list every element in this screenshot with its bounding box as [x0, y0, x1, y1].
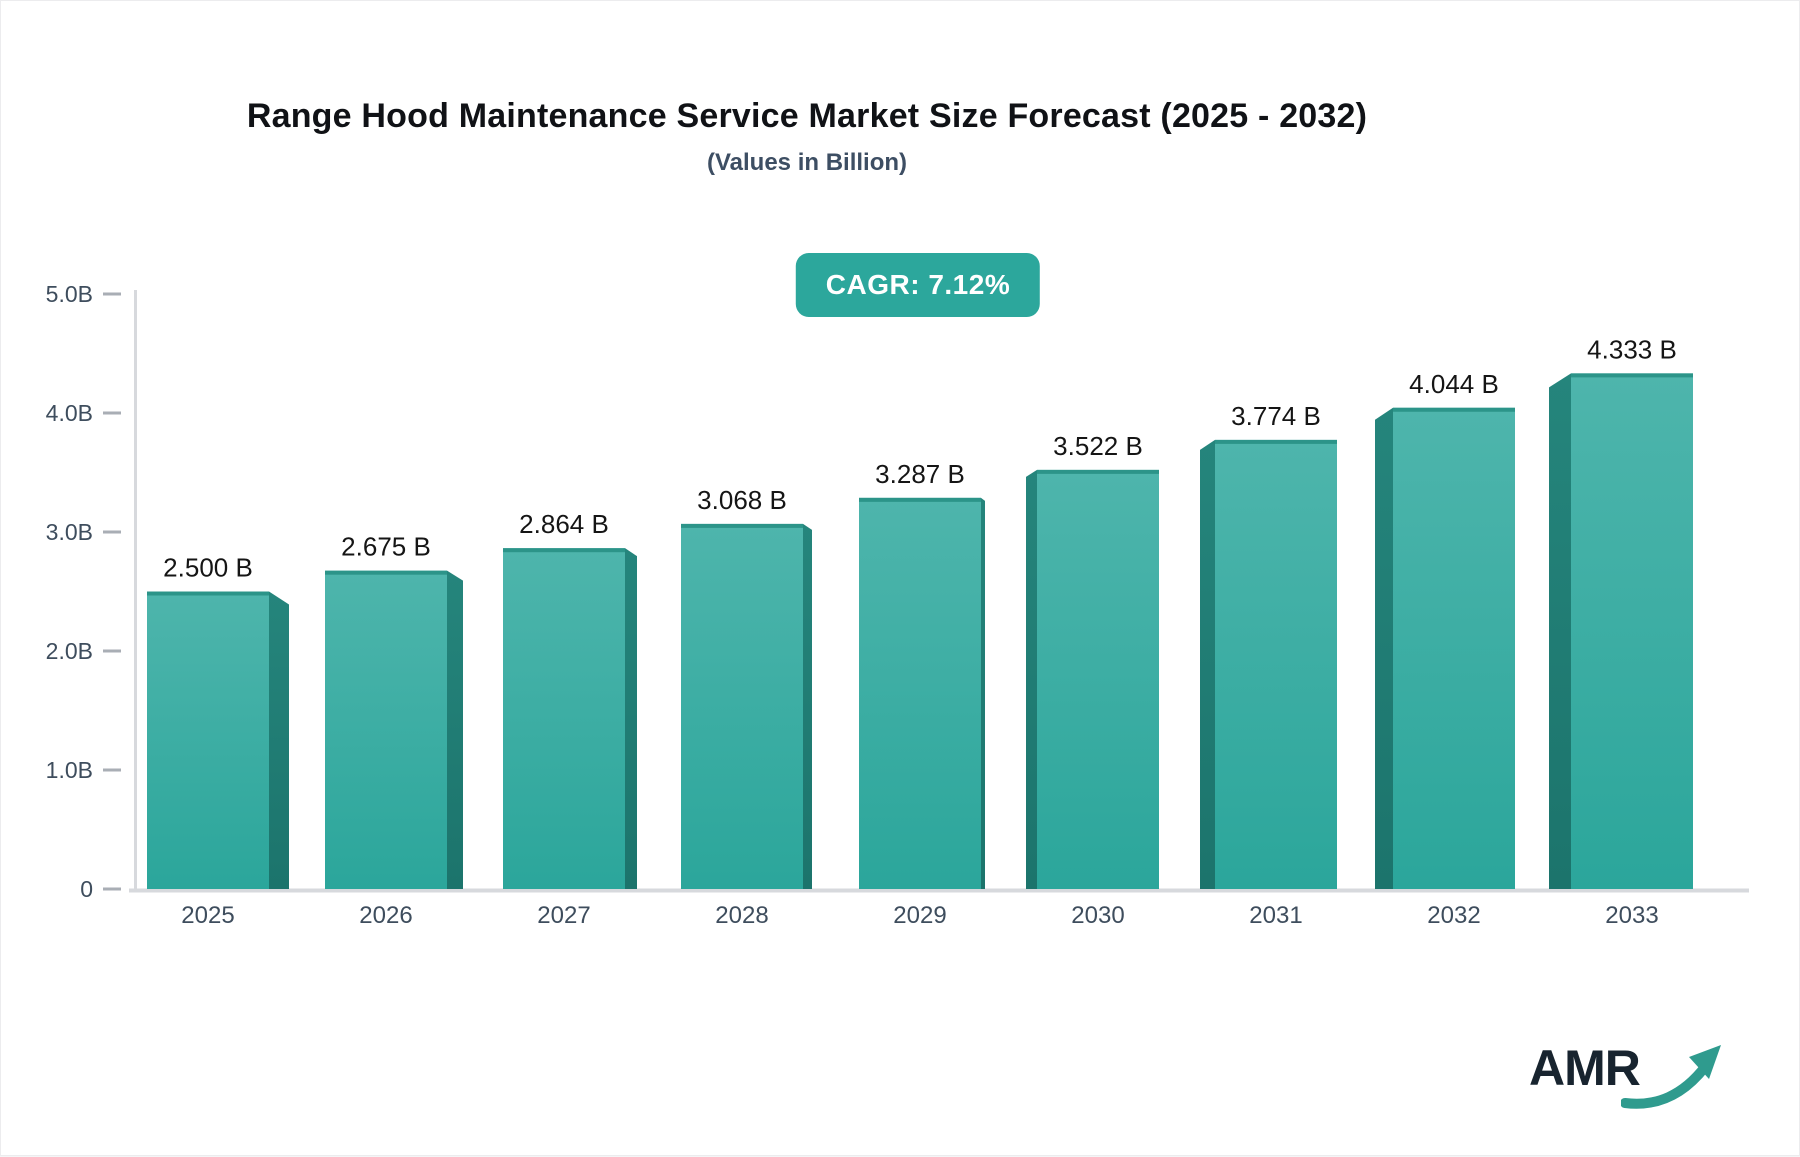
bar-top-edge — [325, 570, 447, 575]
bar-side — [1549, 373, 1571, 889]
bar-front — [859, 497, 981, 889]
bar-2025: 2.500 B — [147, 553, 289, 889]
bar-side — [803, 523, 812, 889]
bar-side — [269, 591, 289, 889]
bar-top-edge — [1571, 373, 1693, 378]
bar-front — [681, 523, 803, 889]
bar-front — [1393, 407, 1515, 889]
bar-value-label: 3.287 B — [875, 459, 965, 489]
x-axis-label: 2031 — [1249, 902, 1302, 929]
bar-side — [1200, 439, 1215, 889]
bar-front — [147, 591, 269, 889]
bar-value-label: 2.864 B — [519, 509, 609, 539]
bar-top-edge — [1393, 407, 1515, 412]
bar-top-edge — [1037, 469, 1159, 474]
chart-subtitle: (Values in Billion) — [706, 149, 908, 176]
x-axis-label: 2029 — [893, 902, 946, 929]
bar-front — [325, 570, 447, 889]
y-axis-label: 2.0B — [46, 638, 93, 664]
bar-top-edge — [1215, 439, 1337, 444]
amr-logo-text: AMR — [1529, 1040, 1641, 1096]
bar-2027: 2.864 B — [503, 509, 637, 889]
y-axis-label: 5.0B — [46, 281, 93, 307]
bar-front — [1215, 439, 1337, 889]
x-axis-label: 2025 — [181, 902, 234, 929]
bar-side — [981, 497, 985, 889]
x-axis-label: 2027 — [537, 902, 590, 929]
bar-top-edge — [681, 523, 803, 528]
amr-logo: AMR — [1529, 1037, 1729, 1127]
bar-side — [447, 570, 463, 889]
bar-2028: 3.068 B — [681, 485, 812, 889]
y-axis-label: 0 — [80, 876, 93, 902]
bar-2033: 4.333 B — [1549, 334, 1693, 889]
bar-value-label: 3.068 B — [697, 485, 787, 515]
chart-title: Range Hood Maintenance Service Market Si… — [246, 97, 1368, 135]
bar-value-label: 3.774 B — [1231, 401, 1321, 431]
bar-2031: 3.774 B — [1200, 401, 1337, 889]
bar-top-edge — [503, 548, 625, 553]
x-axis-label: 2030 — [1071, 902, 1124, 929]
bar-front — [503, 548, 625, 889]
y-axis-label: 1.0B — [46, 757, 93, 783]
y-axis-label: 4.0B — [46, 400, 93, 426]
bar-side — [625, 548, 637, 889]
bar-top-edge — [859, 497, 981, 502]
x-axis-label: 2026 — [359, 902, 412, 929]
bar-value-label: 3.522 B — [1053, 431, 1143, 461]
bar-value-label: 4.333 B — [1587, 334, 1677, 364]
bar-side — [1375, 407, 1393, 889]
bar-top-edge — [147, 591, 269, 596]
cagr-badge: CAGR: 7.12% — [795, 253, 1041, 317]
y-axis-label: 3.0B — [46, 519, 93, 545]
bar-side — [1026, 469, 1037, 889]
x-axis-label: 2032 — [1427, 902, 1480, 929]
bar-value-label: 2.675 B — [341, 532, 431, 562]
bar-front — [1037, 469, 1159, 889]
bar-2032: 4.044 B — [1375, 369, 1515, 889]
bar-value-label: 4.044 B — [1409, 369, 1499, 399]
bar-2030: 3.522 B — [1026, 431, 1159, 889]
bar-2026: 2.675 B — [325, 532, 463, 889]
bar-value-label: 2.500 B — [163, 553, 253, 583]
x-axis-label: 2028 — [715, 902, 768, 929]
bar-front — [1571, 373, 1693, 889]
growth-arrow-icon — [1621, 1045, 1721, 1109]
bar-2029: 3.287 B — [859, 459, 985, 889]
x-axis-label: 2033 — [1605, 902, 1658, 929]
